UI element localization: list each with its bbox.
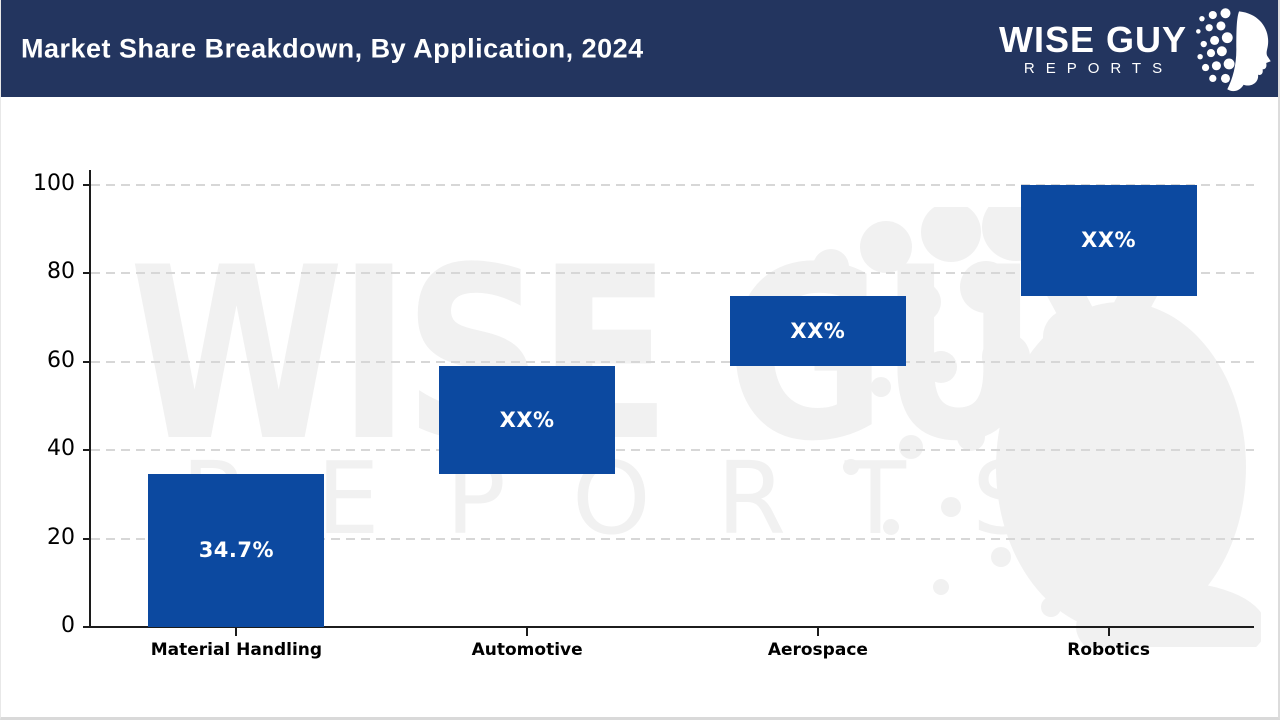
logo-wordmark-line1: WISE GUY xyxy=(998,19,1187,60)
logo-wordmark: WISE GUY REPORTS xyxy=(998,19,1187,78)
brand-logo: WISE GUY REPORTS xyxy=(999,6,1271,92)
gridline-80 xyxy=(91,272,1254,275)
bar-aerospace: XX% xyxy=(729,295,906,367)
gridline-40 xyxy=(91,449,1254,452)
gridline-20 xyxy=(91,537,1254,540)
page-title: Market Share Breakdown, By Application, … xyxy=(21,33,644,63)
bar-value-label: XX% xyxy=(1081,228,1137,253)
y-axis-tick xyxy=(83,449,91,452)
x-axis-category-label: Aerospace xyxy=(767,640,868,660)
y-axis-tick-label: 100 xyxy=(33,171,75,196)
x-axis-tick xyxy=(235,628,238,636)
y-axis-line xyxy=(89,170,91,628)
gridline-60 xyxy=(91,360,1254,363)
bar-value-label: XX% xyxy=(790,318,846,343)
x-axis-category-label: Automotive xyxy=(471,640,583,660)
y-axis-tick xyxy=(83,537,91,540)
logo-face-icon xyxy=(1196,8,1271,92)
x-axis-line xyxy=(84,626,1254,628)
x-axis-category-label: Robotics xyxy=(1067,640,1151,660)
bar-value-label: XX% xyxy=(499,407,555,432)
y-axis-tick xyxy=(83,360,91,363)
y-axis-tick-label: 80 xyxy=(47,259,75,285)
y-axis-tick-label: 40 xyxy=(47,436,75,462)
bar-automotive: XX% xyxy=(439,366,616,474)
logo-wordmark-line2: REPORTS xyxy=(1023,60,1174,77)
x-axis-category-label: Material Handling xyxy=(150,640,323,660)
x-axis-tick xyxy=(816,628,819,636)
gridline-100 xyxy=(91,184,1254,186)
bar-robotics: XX% xyxy=(1020,185,1197,296)
y-axis-tick-label: 60 xyxy=(47,347,75,373)
y-axis-tick-label: 0 xyxy=(61,613,75,638)
x-axis-tick xyxy=(1107,628,1110,636)
y-axis-tick xyxy=(83,272,91,275)
x-axis-tick xyxy=(526,628,529,636)
bar-value-label: 34.7% xyxy=(198,538,275,563)
header-bar: Market Share Breakdown, By Application, … xyxy=(1,0,1278,97)
y-axis-tick xyxy=(83,184,91,186)
y-axis-tick-label: 20 xyxy=(47,524,75,550)
bar-material-handling: 34.7% xyxy=(148,473,325,627)
